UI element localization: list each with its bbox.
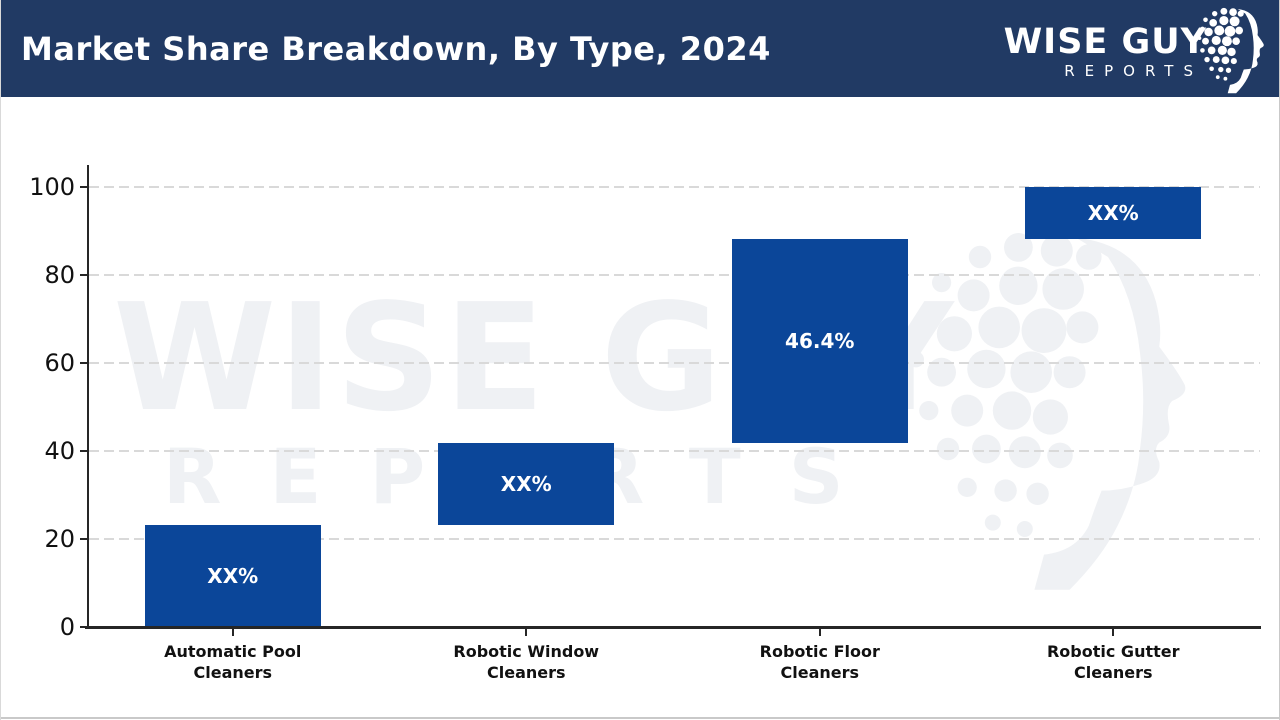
gridline-20: [89, 538, 1260, 540]
ytick-mark-100: [80, 186, 87, 188]
bar-value-label: XX%: [500, 471, 552, 496]
category-label-0: Automatic Pool Cleaners: [103, 641, 363, 683]
x-axis-line: [85, 626, 1261, 629]
category-label-line: Robotic Floor: [759, 642, 880, 661]
category-label-2: Robotic Floor Cleaners: [690, 641, 950, 683]
header-bar: Market Share Breakdown, By Type, 2024 WI…: [1, 0, 1279, 97]
bar-segment-0: XX%: [144, 524, 321, 627]
ytick-mark-20: [80, 538, 87, 540]
category-label-line: Cleaners: [486, 663, 566, 682]
bar-value-label: XX%: [1087, 200, 1139, 225]
category-label-1: Robotic Window Cleaners: [396, 641, 656, 683]
bar-segment-2: 46.4%: [731, 238, 908, 444]
ytick-mark-80: [80, 274, 87, 276]
ytick-mark-0: [80, 626, 87, 628]
gridline-60: [89, 362, 1260, 364]
ytick-label-0: 0: [59, 613, 75, 641]
gridline-100: [89, 186, 1260, 188]
gridline-80: [89, 274, 1260, 276]
brand-sub-text: REPORTS: [1064, 62, 1203, 80]
brand-logo: WISE GUY REPORTS: [989, 0, 1269, 97]
xtick-mark-0: [231, 629, 234, 636]
ytick-label-80: 80: [44, 261, 75, 289]
ytick-label-60: 60: [44, 349, 75, 377]
watermark-head-icon: [908, 233, 1186, 590]
bar-segment-3: XX%: [1025, 187, 1202, 239]
category-label-line: Robotic Window: [453, 642, 600, 661]
gridline-40: [89, 450, 1260, 452]
xtick-mark-3: [1112, 629, 1115, 636]
y-axis-line: [87, 165, 89, 629]
ytick-label-20: 20: [44, 525, 75, 553]
bar-segment-1: XX%: [438, 443, 615, 525]
ytick-label-40: 40: [44, 437, 75, 465]
brand-name-text: WISE GUY: [1003, 22, 1207, 62]
category-label-line: Cleaners: [780, 663, 860, 682]
bar-value-label: 46.4%: [785, 328, 855, 353]
category-label-line: Cleaners: [193, 663, 273, 682]
chart-title: Market Share Breakdown, By Type, 2024: [21, 30, 771, 68]
xtick-mark-2: [818, 629, 821, 636]
xtick-mark-1: [525, 629, 528, 636]
brand-head-icon: [1197, 7, 1264, 94]
ytick-mark-60: [80, 362, 87, 364]
bar-value-label: XX%: [207, 563, 259, 588]
category-label-line: Automatic Pool: [164, 642, 302, 661]
bottom-border: [1, 717, 1279, 719]
category-label-3: Robotic Gutter Cleaners: [983, 641, 1243, 683]
category-label-line: Robotic Gutter: [1046, 642, 1180, 661]
category-label-line: Cleaners: [1073, 663, 1153, 682]
ytick-mark-40: [80, 450, 87, 452]
ytick-label-100: 100: [29, 173, 75, 201]
